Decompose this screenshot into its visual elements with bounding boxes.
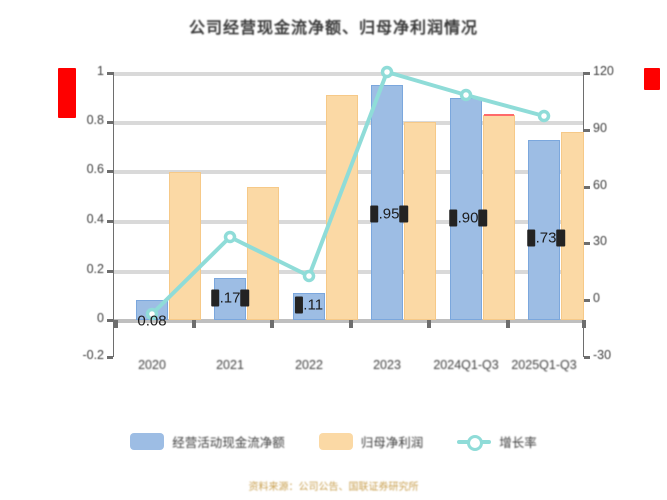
y-axis-right-label: 90 (593, 121, 607, 135)
y-axis-right-tick (584, 129, 590, 132)
y-axis-left-tick (107, 170, 113, 173)
data-label-value: 0.08 (137, 312, 167, 330)
legend-item-growth[interactable]: 增长率 (457, 432, 537, 451)
data-label-redaction: 8 (240, 289, 249, 307)
legend-swatch-icon (130, 433, 165, 450)
y-axis-left-label: 0.4 (86, 212, 104, 226)
bar-netprofit[interactable] (404, 122, 436, 320)
gridline (113, 319, 584, 323)
data-label-redaction: 8 (556, 229, 565, 247)
left-axis-title-redaction (58, 68, 76, 118)
bar-netprofit[interactable] (561, 132, 584, 320)
y-axis-left-label: 0.2 (86, 262, 104, 276)
legend-item-netprofit[interactable]: 归母净利润 (318, 432, 424, 451)
legend-item-cashflow[interactable]: 经营活动现金流净额 (130, 432, 285, 451)
data-label-value: .95 (378, 205, 400, 223)
legend-line-marker-icon (457, 433, 492, 451)
x-axis-tick (582, 320, 586, 328)
y-axis-right-tick (584, 72, 590, 75)
y-axis-right-label: -30 (593, 348, 612, 362)
y-axis-left-tick (107, 220, 113, 223)
y-axis-left-tick (107, 319, 113, 322)
growth-line-marker (223, 230, 237, 244)
bar-netprofit[interactable] (326, 95, 358, 320)
data-label-redaction: 0 (294, 296, 304, 314)
x-axis-label: 2025Q1-Q3 (511, 358, 577, 372)
data-label-cashflow: 0.08 (137, 313, 166, 330)
data-label-value: .90 (457, 209, 479, 227)
bar-cashflow[interactable] (371, 85, 403, 320)
bar-netprofit[interactable] (169, 172, 201, 320)
data-label-redaction: 0 (211, 289, 220, 307)
data-label-value: .11 (303, 296, 324, 314)
bar-netprofit[interactable] (483, 114, 515, 320)
legend-label: 经营活动现金流净额 (172, 436, 285, 450)
data-label-value: .73 (535, 229, 557, 247)
x-axis-label: 2024Q1-Q3 (433, 358, 499, 372)
data-label-cashflow: 0.11 (294, 296, 324, 314)
x-axis-tick (270, 320, 274, 328)
legend-swatch-icon (318, 433, 353, 450)
chart-title: 公司经营现金流净额、归母净利润情况 (188, 20, 478, 37)
bar-netprofit[interactable] (247, 187, 279, 320)
right-axis-title-redaction (644, 68, 660, 90)
data-label-cashflow: 0.178 (211, 289, 249, 307)
data-label-redaction: 0 (370, 205, 379, 223)
data-label-redaction: 8 (399, 205, 408, 223)
y-axis-left-tick (107, 270, 113, 273)
y-axis-left-tick (107, 72, 113, 75)
x-axis-tick (349, 320, 353, 328)
y-axis-left-label: 1 (97, 64, 104, 78)
x-axis-label: 2022 (295, 358, 323, 372)
y-axis-left-tick (107, 121, 113, 124)
plot-area: 1 0.8 0.6 0.4 0.2 0 -0.2 120 90 60 30 0 … (82, 64, 613, 372)
chart-legend: 经营活动现金流净额 归母净利润 增长率 (0, 432, 667, 451)
legend-label: 归母净利润 (360, 436, 424, 450)
x-axis-label: 2021 (216, 358, 244, 372)
x-axis-label: 2020 (138, 358, 166, 372)
y-axis-left-label: -0.2 (82, 348, 104, 362)
x-axis-label: 2023 (373, 358, 401, 372)
gridline (113, 72, 584, 76)
x-axis-tick (192, 320, 196, 328)
x-axis-tick (506, 320, 510, 328)
y-axis-left-label: 0 (97, 311, 104, 325)
y-axis-right-label: 60 (593, 178, 607, 192)
y-axis-left-label: 0.6 (86, 162, 104, 176)
chart-source-note: 资料来源：公司公告、国联证券研究所 (248, 482, 419, 493)
data-label-cashflow: 0.738 (527, 229, 565, 247)
y-axis-right-tick (584, 299, 590, 302)
y-axis-right-tick (584, 242, 590, 245)
legend-label: 增长率 (499, 436, 537, 450)
x-axis-tick (114, 320, 118, 328)
y-axis-right-label: 0 (593, 291, 600, 305)
growth-line-marker (537, 109, 551, 123)
data-label-value: .17 (219, 289, 241, 307)
data-label-cashflow: 0.958 (370, 205, 408, 223)
y-axis-left-label: 0.8 (86, 113, 104, 127)
y-axis-left-tick (107, 356, 113, 359)
y-axis-right-tick (584, 356, 590, 359)
y-axis-right-label: 30 (593, 234, 607, 248)
x-axis-tick (427, 320, 431, 328)
data-label-redaction: 0 (449, 209, 458, 227)
data-label-redaction: 0 (527, 229, 536, 247)
y-axis-left-line (113, 72, 114, 357)
data-label-redaction: 8 (478, 209, 487, 227)
y-axis-right-label: 120 (593, 64, 614, 78)
y-axis-right-tick (584, 186, 590, 189)
data-label-cashflow: 0.908 (449, 209, 487, 227)
